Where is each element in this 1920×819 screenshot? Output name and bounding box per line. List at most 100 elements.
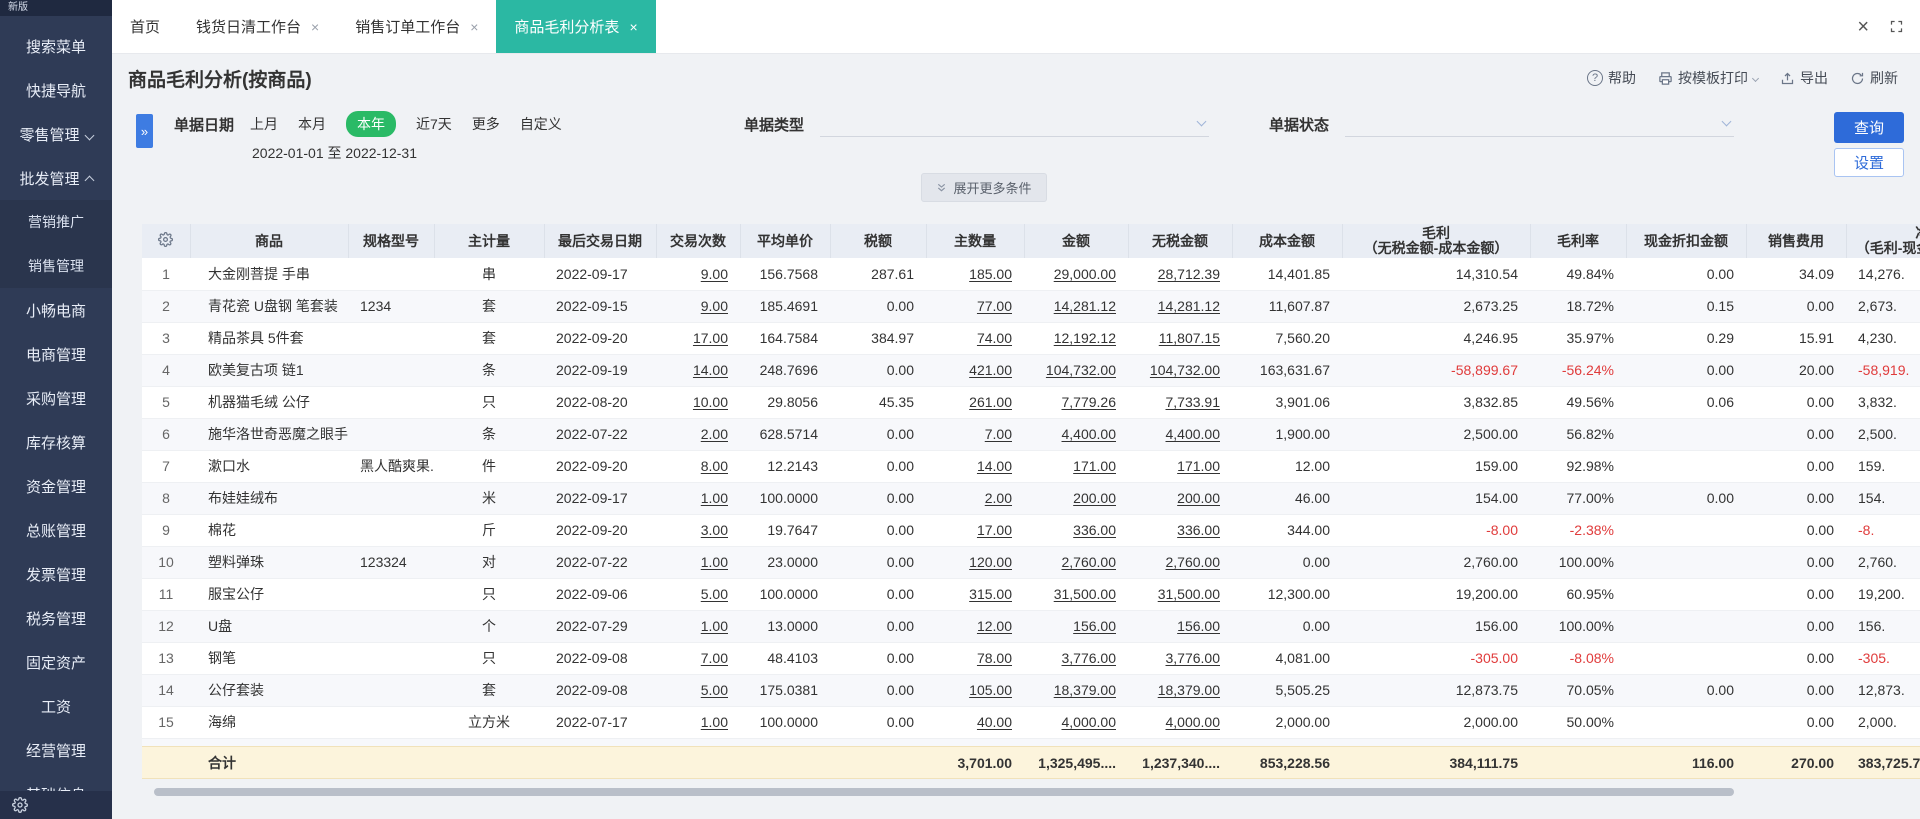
column-header[interactable]: 商品 xyxy=(189,224,348,258)
cell[interactable]: 17.00 xyxy=(926,514,1024,547)
doc-status-select[interactable] xyxy=(1345,111,1734,137)
cell[interactable]: 5.00 xyxy=(656,674,740,707)
cell[interactable]: 336.00 xyxy=(1024,514,1128,547)
column-header[interactable]: 无税金额 xyxy=(1127,224,1232,258)
cell[interactable]: 40.00 xyxy=(926,706,1024,739)
column-header[interactable]: 金额 xyxy=(1023,224,1128,258)
cell[interactable]: 12,192.12 xyxy=(1024,322,1128,355)
cell[interactable]: 200.00 xyxy=(1128,482,1232,515)
cell[interactable]: 77.00 xyxy=(926,290,1024,323)
sidebar-item[interactable]: 工资 xyxy=(0,684,112,728)
cell[interactable]: 1.00 xyxy=(656,610,740,643)
table-row[interactable]: 2 青花瓷 U盘钢 笔套装 1234 套 2022-09-15 9.00 185.4691 0… xyxy=(142,290,1920,323)
column-header[interactable]: 主数量 xyxy=(925,224,1024,258)
cell[interactable]: 14.00 xyxy=(926,450,1024,483)
tab-close-icon[interactable]: × xyxy=(311,18,320,35)
cell[interactable]: 315.00 xyxy=(926,578,1024,611)
table-row[interactable]: 11 服宝公仔只 2022-09-06 5.00 100.0000 0.00 315.00 3… xyxy=(142,578,1920,611)
cell[interactable]: 3,776.00 xyxy=(1024,642,1128,675)
cell[interactable]: 7.00 xyxy=(926,418,1024,451)
sidebar-item[interactable]: 销售管理 xyxy=(0,244,112,288)
sidebar-item[interactable]: 库存核算 xyxy=(0,420,112,464)
table-row[interactable]: 16 xyxy=(142,738,1920,746)
table-row[interactable]: 6 施华洛世奇恶魔之眼手... 条 2022-07-22 2.00 628.5714 0.0… xyxy=(142,418,1920,451)
cell[interactable]: 29,000.00 xyxy=(1024,258,1128,291)
grid-settings-gear-icon[interactable] xyxy=(142,224,190,258)
sidebar-item[interactable]: 搜索菜单 xyxy=(0,24,112,68)
sidebar-item[interactable]: 营销推广 xyxy=(0,200,112,244)
column-header[interactable]: 主计量 xyxy=(433,224,544,258)
refresh-button[interactable]: 刷新 xyxy=(1850,68,1898,88)
cell[interactable]: 2,760.00 xyxy=(1128,546,1232,579)
sidebar-item[interactable]: 资金管理 xyxy=(0,464,112,508)
sidebar-item[interactable]: 总账管理 xyxy=(0,508,112,552)
table-row[interactable]: 1 大金刚菩提 手串 串 2022-09-17 9.00 156.7568 287.61 18… xyxy=(142,258,1920,291)
cell[interactable]: 156.00 xyxy=(1128,610,1232,643)
cell[interactable]: 185.00 xyxy=(926,258,1024,291)
cell[interactable]: 18,379.00 xyxy=(1128,674,1232,707)
cell[interactable]: 7.00 xyxy=(656,642,740,675)
sidebar-item[interactable]: 固定资产 xyxy=(0,640,112,684)
scrollbar-thumb[interactable] xyxy=(154,788,1734,796)
cell[interactable]: 4,400.00 xyxy=(1024,418,1128,451)
tab-close-icon[interactable]: × xyxy=(629,18,638,35)
sidebar-item[interactable]: 电商管理 xyxy=(0,332,112,376)
column-header[interactable]: 税额 xyxy=(829,224,926,258)
expand-more-button[interactable]: 展开更多条件 xyxy=(921,173,1047,202)
collapse-filter-button[interactable]: » xyxy=(136,114,153,148)
cell[interactable]: 4,000.00 xyxy=(1024,706,1128,739)
cell[interactable]: 171.00 xyxy=(1128,450,1232,483)
cell[interactable]: 3,776.00 xyxy=(1128,642,1232,675)
sidebar-item[interactable]: 零售管理 xyxy=(0,112,112,156)
table-row[interactable]: 4 欧美复古项 链1 条 2022-09-19 14.00 248.7696 0.00 421… xyxy=(142,354,1920,387)
quick-filter-option[interactable]: 本年 xyxy=(346,111,397,137)
cell[interactable]: 2.00 xyxy=(656,418,740,451)
table-row[interactable]: 5 机器猫毛绒 公仔 只 2022-08-20 10.00 29.8056 45.35 261… xyxy=(142,386,1920,419)
table-row[interactable]: 13 钢笔只 2022-09-08 7.00 48.4103 0.00 78.00 3,776… xyxy=(142,642,1920,675)
sidebar-item[interactable]: 批发管理 xyxy=(0,156,112,200)
tab-close-icon[interactable]: × xyxy=(470,18,479,35)
cell[interactable]: 2,760.00 xyxy=(1024,546,1128,579)
cell[interactable]: 4,400.00 xyxy=(1128,418,1232,451)
cell[interactable]: 200.00 xyxy=(1024,482,1128,515)
column-header[interactable]: 规格型号 xyxy=(347,224,434,258)
cell[interactable]: 78.00 xyxy=(926,642,1024,675)
cell[interactable]: 28,712.39 xyxy=(1128,258,1232,291)
cell[interactable]: 4,000.00 xyxy=(1128,706,1232,739)
close-all-tabs-icon[interactable]: × xyxy=(1857,15,1869,38)
column-header[interactable]: 最后交易日期 xyxy=(543,224,656,258)
cell[interactable]: 8.00 xyxy=(656,450,740,483)
table-row[interactable]: 12 U盘个 2022-07-29 1.00 13.0000 0.00 12.00 156.0… xyxy=(142,610,1920,643)
cell[interactable]: 3.00 xyxy=(656,514,740,547)
cell[interactable]: 11,807.15 xyxy=(1128,322,1232,355)
table-row[interactable]: 15 海绵 立方米 2022-07-17 1.00 100.0000 0.00 40.00 4,… xyxy=(142,706,1920,739)
table-row[interactable]: 8 布娃娃绒布米 2022-09-17 1.00 100.0000 0.00 2.00 200… xyxy=(142,482,1920,515)
quick-filter-option[interactable]: 更多 xyxy=(471,116,500,132)
print-button[interactable]: 按模板打印 xyxy=(1658,68,1760,88)
tab[interactable]: 首页 xyxy=(112,0,178,53)
column-header[interactable]: 现金折扣金额 xyxy=(1625,224,1746,258)
cell[interactable]: 120.00 xyxy=(926,546,1024,579)
sidebar-item[interactable]: 基础信息 xyxy=(0,772,112,792)
cell[interactable]: 12.00 xyxy=(926,610,1024,643)
sidebar-item[interactable]: 税务管理 xyxy=(0,596,112,640)
table-row[interactable]: 9 棉花斤 2022-09-20 3.00 19.7647 0.00 17.00 336.00… xyxy=(142,514,1920,547)
cell[interactable]: 104,732.00 xyxy=(1024,354,1128,387)
table-row[interactable]: 10 塑料弹珠 123324 对 2022-07-22 1.00 23.0000 0.00 12… xyxy=(142,546,1920,579)
sidebar-item[interactable]: 快捷导航 xyxy=(0,68,112,112)
quick-filter-option[interactable]: 上月 xyxy=(250,116,279,132)
cell[interactable]: 7,779.26 xyxy=(1024,386,1128,419)
tab[interactable]: 商品毛利分析表 × xyxy=(496,0,656,53)
cell[interactable]: 105.00 xyxy=(926,674,1024,707)
cell[interactable]: 1.00 xyxy=(656,546,740,579)
cell[interactable]: 14.00 xyxy=(656,354,740,387)
cell[interactable]: 9.00 xyxy=(656,258,740,291)
tab[interactable]: 钱货日清工作台 × xyxy=(178,0,337,53)
table-row[interactable]: 14 公仔套装套 2022-09-08 5.00 175.0381 0.00 105.00 1… xyxy=(142,674,1920,707)
cell[interactable]: 1.00 xyxy=(656,706,740,739)
help-button[interactable]: ? 帮助 xyxy=(1587,68,1636,88)
settings-button[interactable]: 设置 xyxy=(1834,148,1904,177)
sidebar-item[interactable]: 发票管理 xyxy=(0,552,112,596)
sidebar-item[interactable]: 经营管理 xyxy=(0,728,112,772)
column-header[interactable]: 销售费用 xyxy=(1745,224,1846,258)
